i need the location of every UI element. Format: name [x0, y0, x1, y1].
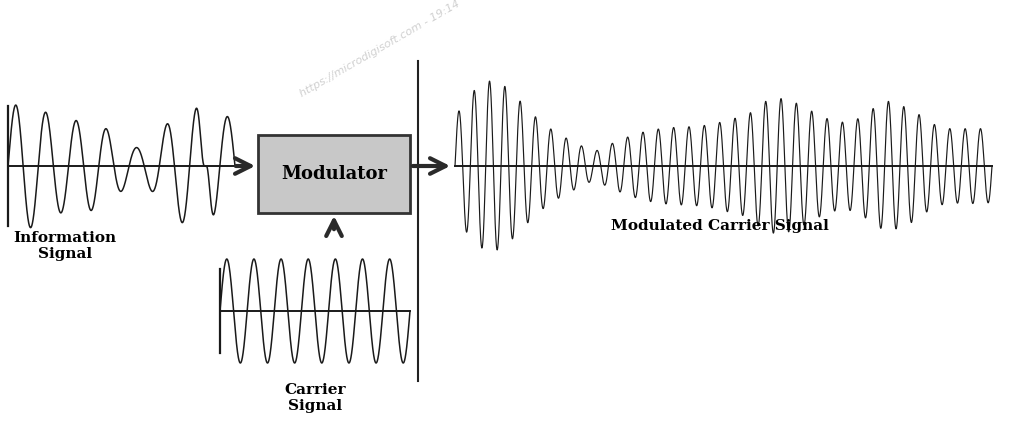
Text: Modulator: Modulator: [281, 165, 387, 183]
Text: Information
Signal: Information Signal: [13, 231, 117, 261]
Text: https://microdigisoft.com - 19:14: https://microdigisoft.com - 19:14: [298, 0, 462, 99]
FancyBboxPatch shape: [258, 135, 410, 213]
Text: Modulated Carrier Signal: Modulated Carrier Signal: [611, 219, 829, 233]
Text: Carrier
Signal: Carrier Signal: [285, 383, 346, 413]
